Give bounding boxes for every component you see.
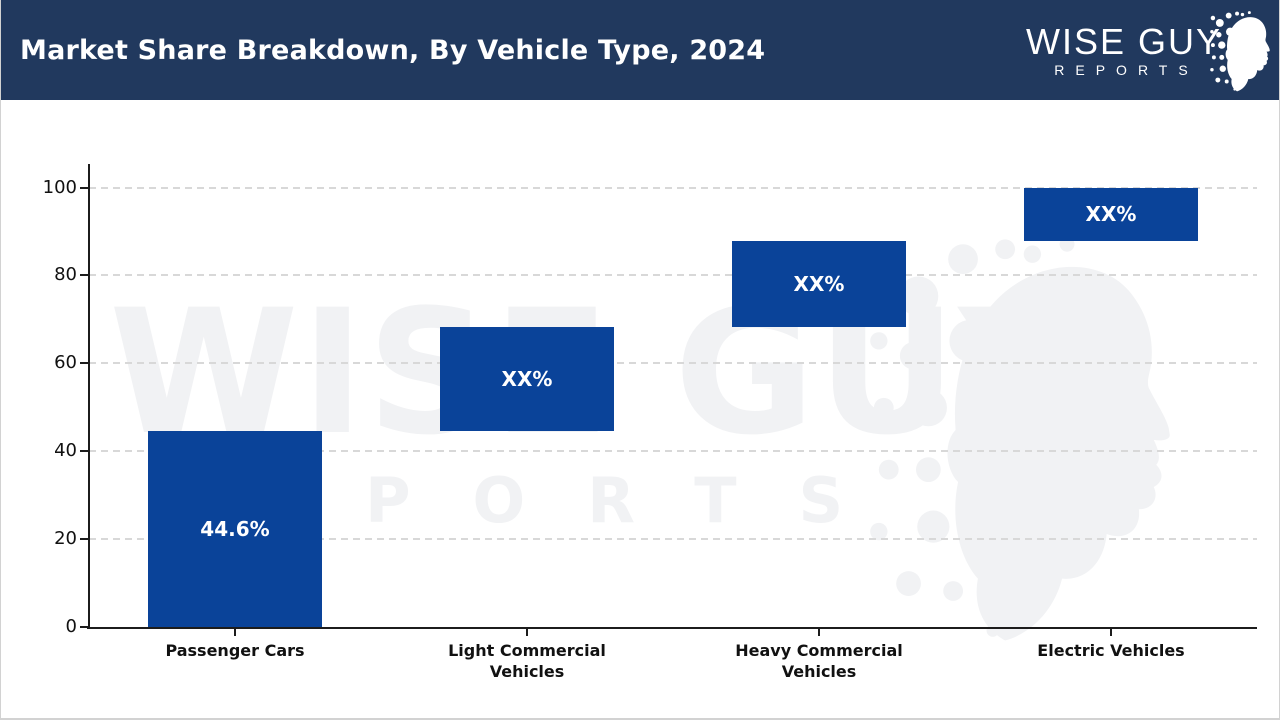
x-tick-mark-heavy-commercial-vehicles xyxy=(818,627,820,636)
bar-value-label-light-commercial-vehicles: XX% xyxy=(501,366,553,391)
x-tick-mark-passenger-cars xyxy=(234,627,236,636)
y-tick-label-100: 100 xyxy=(42,176,77,198)
gridline-60 xyxy=(89,362,1257,365)
x-tick-label-line: Heavy Commercial xyxy=(735,641,903,660)
x-tick-label-light-commercial-vehicles: Light Commercial Vehicles xyxy=(411,640,643,682)
y-tick-mark-80 xyxy=(80,274,89,277)
logo-brand-name: WISE GUY xyxy=(1025,20,1222,62)
logo-face-icon xyxy=(1208,8,1272,92)
bar-value-label-passenger-cars: 44.6% xyxy=(200,517,270,541)
x-tick-label-passenger-cars: Passenger Cars xyxy=(119,640,351,661)
gridline-40 xyxy=(89,450,1257,453)
gridline-20 xyxy=(89,538,1257,541)
x-tick-label-heavy-commercial-vehicles: Heavy Commercial Vehicles xyxy=(703,640,935,682)
y-tick-label-20: 20 xyxy=(54,528,77,550)
gridline-100 xyxy=(89,186,1257,189)
y-tick-mark-60 xyxy=(80,362,89,365)
y-tick-label-0: 0 xyxy=(65,616,77,637)
logo-text: WISE GUY REPORTS xyxy=(1025,20,1222,78)
y-tick-mark-40 xyxy=(80,450,89,453)
x-tick-label-line: Light Commercial xyxy=(448,641,606,660)
y-tick-mark-20 xyxy=(80,538,89,541)
logo-brand-subname: REPORTS xyxy=(1054,61,1199,78)
waterfall-plot: 0 20 40 60 80 100 44.6% Passenger Cars XX% Light … xyxy=(1,100,1279,718)
bar-passenger-cars: 44.6% xyxy=(148,431,322,627)
bar-value-label-electric-vehicles: XX% xyxy=(1085,202,1137,227)
x-tick-label-line: Vehicles xyxy=(489,662,565,681)
y-axis-line xyxy=(88,164,90,629)
x-tick-label-line: Electric Vehicles xyxy=(1037,641,1185,660)
y-tick-mark-100 xyxy=(80,186,89,189)
wise-guy-reports-logo: WISE GUY REPORTS xyxy=(1026,4,1272,96)
x-tick-label-line: Vehicles xyxy=(781,662,857,681)
bar-value-label-heavy-commercial-vehicles: XX% xyxy=(793,271,845,296)
chart-area: WISE GUY REPORTS 0 20 40 60 80 100 44.6% Passen… xyxy=(1,100,1279,718)
y-tick-label-60: 60 xyxy=(54,352,77,374)
bar-heavy-commercial-vehicles: XX% xyxy=(732,240,906,327)
x-tick-mark-electric-vehicles xyxy=(1110,627,1112,636)
gridline-80 xyxy=(89,274,1257,277)
header-band: Market Share Breakdown, By Vehicle Type,… xyxy=(1,0,1279,100)
bar-electric-vehicles: XX% xyxy=(1024,187,1198,241)
bar-light-commercial-vehicles: XX% xyxy=(440,326,614,431)
x-tick-label-line: Passenger Cars xyxy=(165,641,305,660)
x-tick-mark-light-commercial-vehicles xyxy=(526,627,528,636)
y-tick-label-80: 80 xyxy=(54,264,77,286)
x-axis-line xyxy=(87,627,1257,629)
y-tick-label-40: 40 xyxy=(54,440,77,462)
x-tick-label-electric-vehicles: Electric Vehicles xyxy=(995,640,1227,661)
page-title: Market Share Breakdown, By Vehicle Type,… xyxy=(20,34,766,66)
y-tick-mark-0 xyxy=(80,626,89,628)
